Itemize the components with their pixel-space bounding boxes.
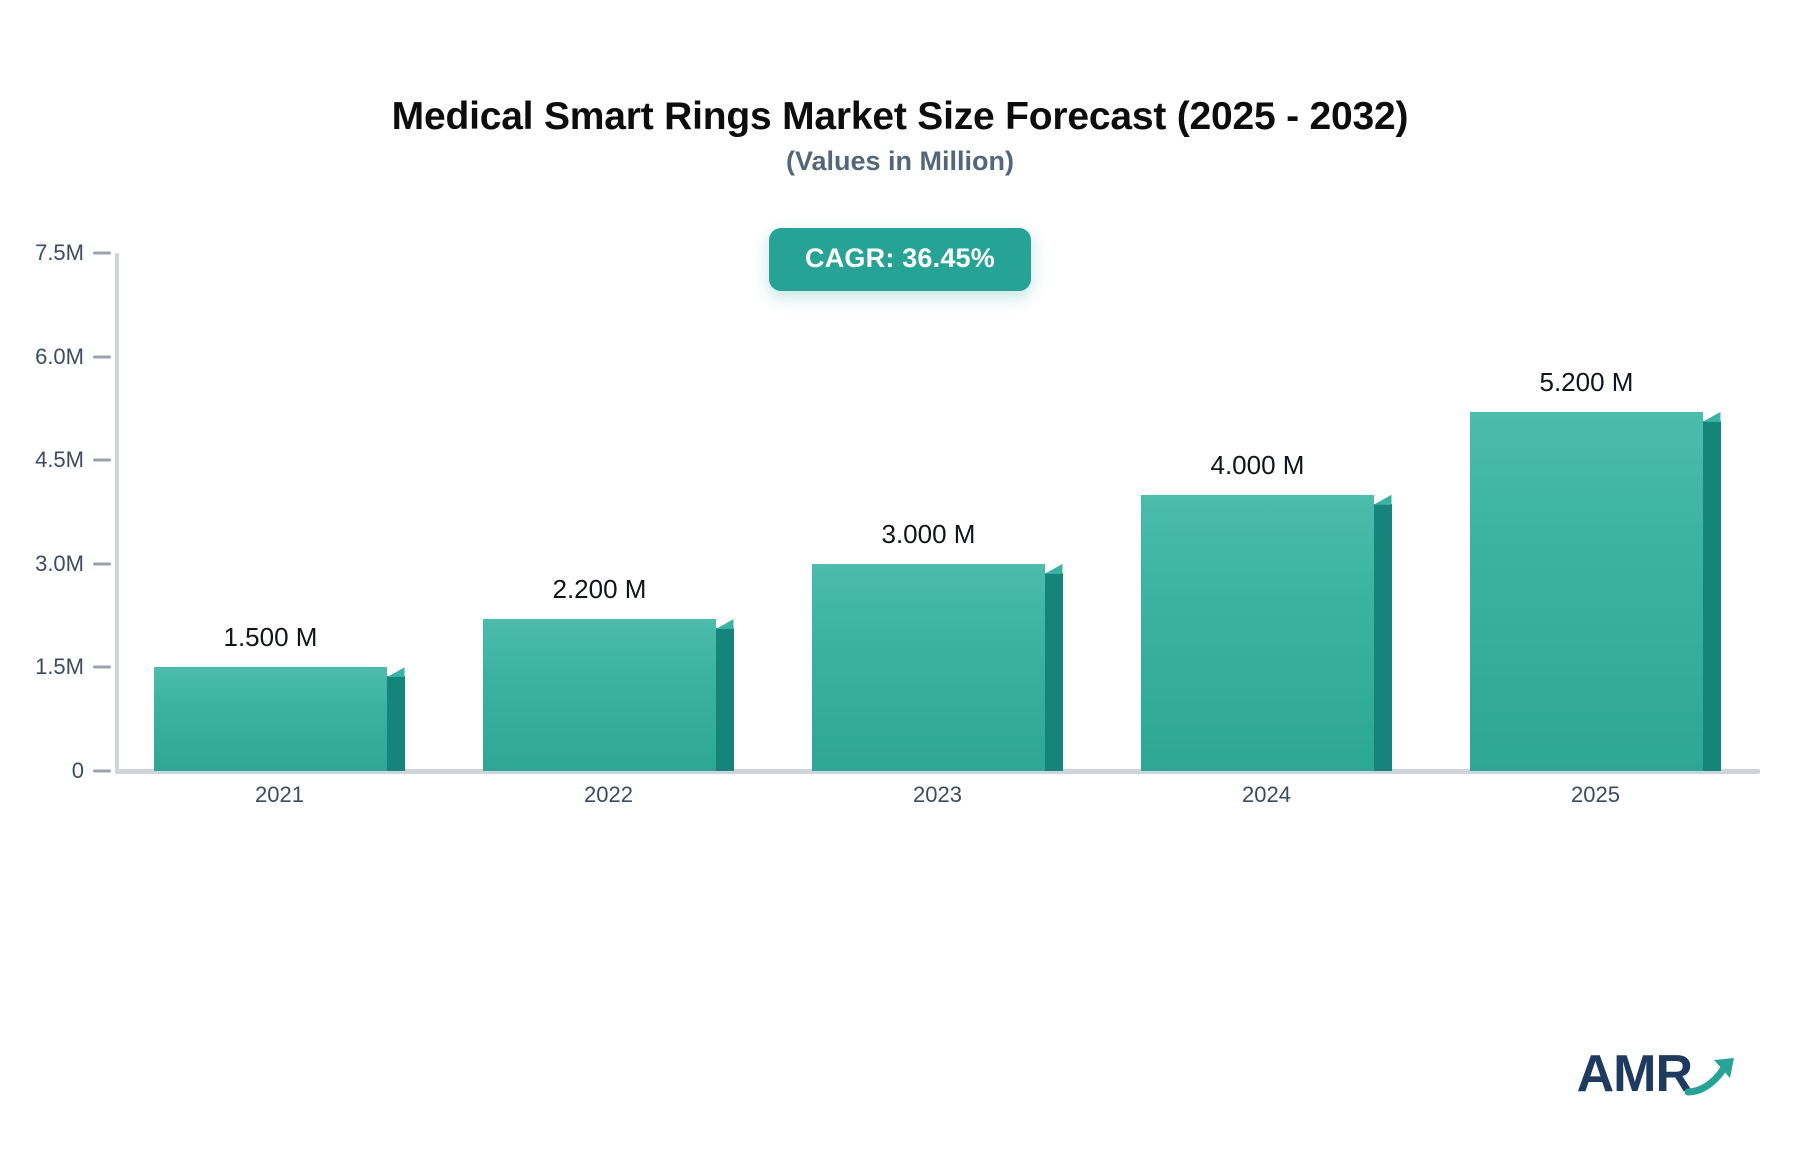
y-axis-tick-mark (93, 665, 111, 669)
bar-body (1141, 494, 1392, 771)
x-axis-tick-label: 2023 (913, 782, 962, 807)
bar: 4.000 M (1141, 450, 1392, 771)
bar-front-face (483, 619, 716, 771)
x-axis-tick-label: 2022 (584, 782, 633, 807)
chart-subtitle: (Values in Million) (785, 146, 1015, 176)
bar-value-label: 5.200 M (1539, 366, 1634, 397)
bar-top-bevel (386, 667, 405, 678)
bar-side-face (386, 676, 405, 771)
y-axis-tick-mark (93, 251, 111, 255)
arrow-up-right-icon (1684, 1052, 1742, 1103)
x-axis-labels: 2021 2022 2023 2024 2025 (115, 782, 1760, 822)
y-axis-tick-mark (93, 562, 111, 566)
bar: 5.200 M (1470, 367, 1721, 771)
cagr-badge: CAGR: 36.45% (769, 228, 1031, 291)
bar-top-bevel (1044, 563, 1063, 574)
amr-logo: AMR (1577, 1044, 1742, 1104)
bar-top-bevel (1373, 494, 1392, 505)
bar-front-face (1141, 494, 1374, 771)
bar-body (812, 563, 1063, 771)
bar-value-label: 1.500 M (223, 622, 318, 653)
y-axis-tick-mark (93, 355, 111, 359)
y-axis-tick-label: 4.5M (35, 447, 84, 473)
bar-front-face (812, 563, 1045, 771)
bar-series: 1.500 M 2.200 M 3.000 M 4.000 M 5.200 M (115, 253, 1760, 771)
bar-front-face (154, 667, 387, 771)
bar: 2.200 M (483, 574, 734, 771)
bar-side-face (1044, 572, 1063, 771)
x-axis-line (115, 769, 1760, 774)
bar-front-face (1470, 411, 1703, 771)
bar-side-face (1373, 503, 1392, 771)
y-axis-tick-label: 1.5M (35, 654, 84, 680)
bar: 3.000 M (812, 519, 1063, 771)
bar-value-label: 4.000 M (1210, 449, 1305, 480)
bar-side-face (1702, 420, 1721, 771)
bar-top-bevel (1702, 411, 1721, 422)
y-axis-tick-mark (93, 769, 111, 773)
bar-top-bevel (715, 619, 734, 630)
y-axis-tick-label: 6.0M (35, 343, 84, 369)
bar-body (154, 667, 405, 771)
x-axis-tick-label: 2024 (1242, 782, 1291, 807)
y-axis-tick-label: 0 (71, 758, 84, 783)
chart-title: Medical Smart Rings Market Size Forecast… (391, 95, 1409, 138)
y-axis-tick-label: 7.5M (35, 240, 84, 265)
bar-body (483, 619, 734, 771)
x-axis-tick-label: 2025 (1571, 782, 1620, 807)
y-axis-line (115, 253, 119, 771)
logo-text: AMR (1576, 1045, 1693, 1103)
x-axis-tick-label: 2021 (255, 782, 304, 807)
y-axis-tick-label: 3.0M (35, 550, 84, 576)
y-axis-tick-mark (93, 458, 111, 462)
bar-side-face (715, 628, 734, 771)
bar: 1.500 M (154, 622, 405, 771)
bar-value-label: 2.200 M (552, 574, 647, 605)
bar-body (1470, 411, 1721, 771)
bar-value-label: 3.000 M (881, 518, 976, 549)
